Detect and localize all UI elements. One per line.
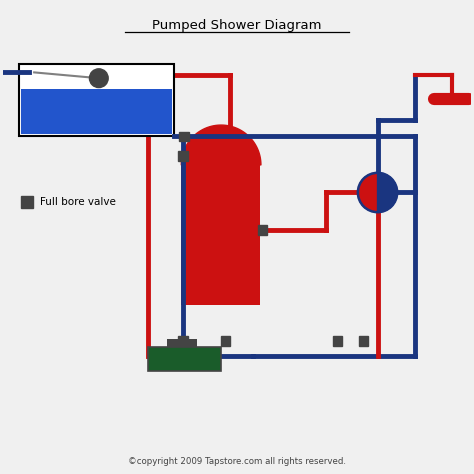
Bar <box>148 347 220 371</box>
Bar <box>21 89 172 135</box>
Circle shape <box>90 69 108 88</box>
Bar <box>20 196 33 208</box>
Wedge shape <box>377 173 397 212</box>
Bar <box>19 64 174 137</box>
Bar <box>359 337 368 346</box>
Bar <box>220 337 230 346</box>
Text: Full bore valve: Full bore valve <box>40 197 116 207</box>
Text: Pumped Shower Diagram: Pumped Shower Diagram <box>152 19 322 32</box>
Bar <box>167 338 197 347</box>
Bar <box>179 132 189 141</box>
Bar <box>178 151 188 161</box>
Text: ©copyright 2009 Tapstore.com all rights reserved.: ©copyright 2009 Tapstore.com all rights … <box>128 456 346 465</box>
Bar <box>333 337 342 346</box>
Bar <box>258 225 267 235</box>
Bar <box>181 164 260 305</box>
Bar <box>178 337 188 346</box>
Wedge shape <box>358 173 377 212</box>
